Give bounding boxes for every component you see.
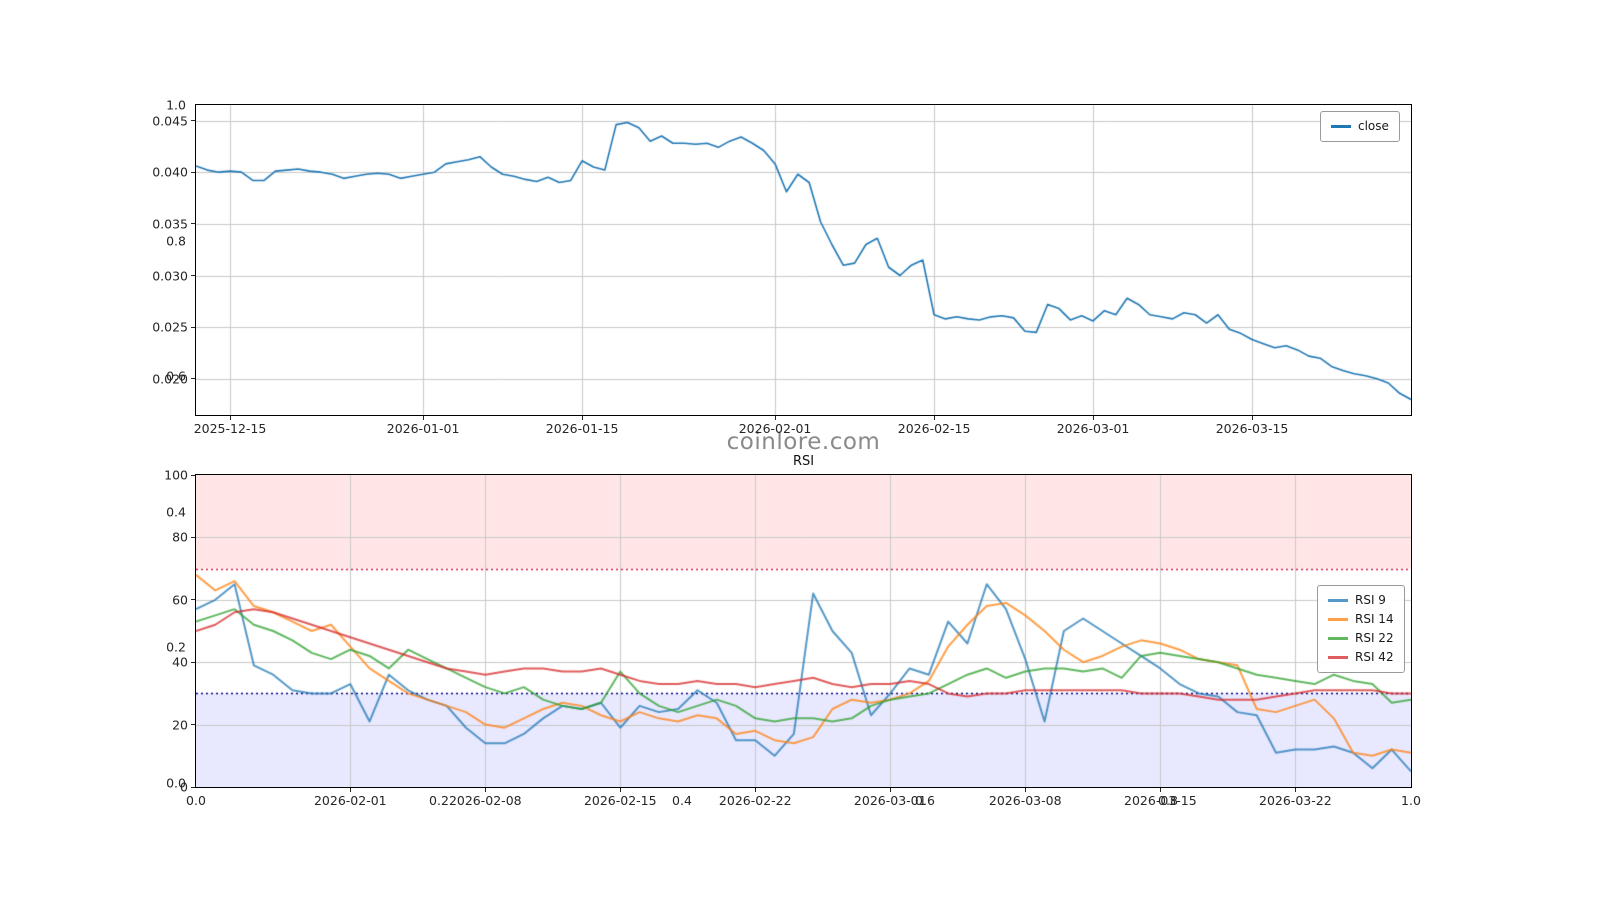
- tick-mark: [581, 416, 583, 420]
- secondary-x-label: 0.8: [1158, 793, 1178, 808]
- y-tick-label: 0.020: [152, 371, 188, 387]
- y-tick-label: 0.025: [152, 319, 188, 335]
- tick-mark: [933, 416, 935, 420]
- tick-mark: [1159, 788, 1161, 792]
- tick-mark: [1024, 788, 1026, 792]
- rsi-chart-title: RSI: [792, 454, 815, 469]
- tick-mark: [191, 724, 195, 726]
- y-tick-label: 60: [172, 592, 188, 608]
- y-tick-label: 0.035: [152, 216, 188, 232]
- tick-mark: [191, 378, 195, 380]
- legend-item-rsi14: RSI 14: [1328, 610, 1394, 629]
- tick-mark: [889, 788, 891, 792]
- secondary-x-label: 0.0: [186, 793, 206, 808]
- tick-mark: [484, 788, 486, 792]
- secondary-x-label: 0.4: [672, 793, 692, 808]
- tick-mark: [191, 171, 195, 173]
- x-tick-label: 2025-12-15: [193, 421, 267, 436]
- rsi22-line-swatch: [1328, 637, 1348, 640]
- legend-label-rsi9: RSI 9: [1355, 593, 1386, 607]
- legend-label-close: close: [1358, 119, 1389, 133]
- tick-mark: [754, 788, 756, 792]
- tick-mark: [422, 416, 424, 420]
- x-tick-label: 2026-03-08: [988, 793, 1062, 808]
- x-tick-label: 2026-01-15: [545, 421, 619, 436]
- legend-label-rsi14: RSI 14: [1355, 612, 1394, 626]
- legend-label-rsi42: RSI 42: [1355, 650, 1394, 664]
- tick-mark: [191, 536, 195, 538]
- tick-mark: [191, 786, 195, 788]
- legend-item-rsi42: RSI 42: [1328, 648, 1394, 667]
- x-tick-label: 2026-03-01: [853, 793, 927, 808]
- secondary-y-label: 1.0: [166, 97, 186, 113]
- x-tick-label: 2026-02-01: [313, 793, 387, 808]
- x-tick-label: 2026-03-15: [1215, 421, 1289, 436]
- x-tick-label: 2026-03-01: [1056, 421, 1130, 436]
- price-legend: close: [1320, 111, 1400, 142]
- y-tick-label: 0.030: [152, 268, 188, 283]
- tick-mark: [1294, 788, 1296, 792]
- x-tick-label: 2026-03-15: [1124, 793, 1197, 808]
- rsi14-line-swatch: [1328, 618, 1348, 621]
- secondary-y-label: 0.4: [166, 504, 186, 520]
- legend-label-rsi22: RSI 22: [1355, 631, 1394, 645]
- rsi-chart-canvas: [195, 474, 1412, 788]
- rsi9-line-swatch: [1328, 599, 1348, 602]
- rsi-legend: RSI 9 RSI 14 RSI 22 RSI 42: [1317, 585, 1405, 673]
- tick-mark: [1092, 416, 1094, 420]
- tick-mark: [191, 661, 195, 663]
- tick-mark: [1251, 416, 1253, 420]
- rsi42-line-swatch: [1328, 656, 1348, 659]
- close-line-swatch: [1331, 125, 1351, 128]
- legend-item-rsi22: RSI 22: [1328, 629, 1394, 648]
- x-tick-label: 2026-02-01: [738, 421, 812, 436]
- secondary-y-label: 0.0: [166, 775, 186, 791]
- x-tick-label: 2026-02-22: [718, 793, 792, 808]
- secondary-y-label: 0.2: [166, 639, 186, 655]
- x-tick-label: 2026-01-01: [386, 421, 460, 436]
- tick-mark: [191, 120, 195, 121]
- x-tick-label: 2026-03-22: [1259, 793, 1332, 808]
- tick-mark: [619, 788, 621, 792]
- secondary-x-label: 0.2: [429, 793, 449, 808]
- secondary-x-label: 1.0: [1401, 793, 1421, 808]
- tick-mark: [774, 416, 776, 420]
- tick-mark: [349, 788, 351, 792]
- tick-mark: [191, 223, 195, 225]
- x-tick-label: 2026-02-08: [448, 793, 522, 808]
- secondary-y-label: 0.6: [166, 368, 186, 384]
- legend-item-rsi9: RSI 9: [1328, 591, 1394, 610]
- y-tick-label: 40: [172, 654, 188, 670]
- x-tick-label: 2026-02-15: [897, 421, 971, 436]
- tick-mark: [191, 599, 195, 601]
- y-tick-label: 0: [180, 779, 188, 795]
- x-tick-label: 2026-02-15: [583, 793, 657, 808]
- y-tick-label: 20: [172, 717, 188, 733]
- y-tick-label: 100: [164, 467, 188, 483]
- y-tick-label: 0.045: [152, 113, 188, 128]
- watermark: coinlore.com: [726, 429, 881, 455]
- legend-item-close: close: [1331, 117, 1389, 136]
- price-chart-canvas: [195, 104, 1412, 416]
- tick-mark: [191, 326, 195, 328]
- secondary-y-label: 0.8: [166, 233, 186, 249]
- tick-mark: [191, 474, 195, 476]
- secondary-x-label: 0.6: [915, 793, 935, 808]
- tick-mark: [191, 275, 195, 276]
- y-tick-label: 80: [172, 529, 188, 545]
- y-tick-label: 0.040: [152, 164, 188, 180]
- tick-mark: [229, 416, 231, 420]
